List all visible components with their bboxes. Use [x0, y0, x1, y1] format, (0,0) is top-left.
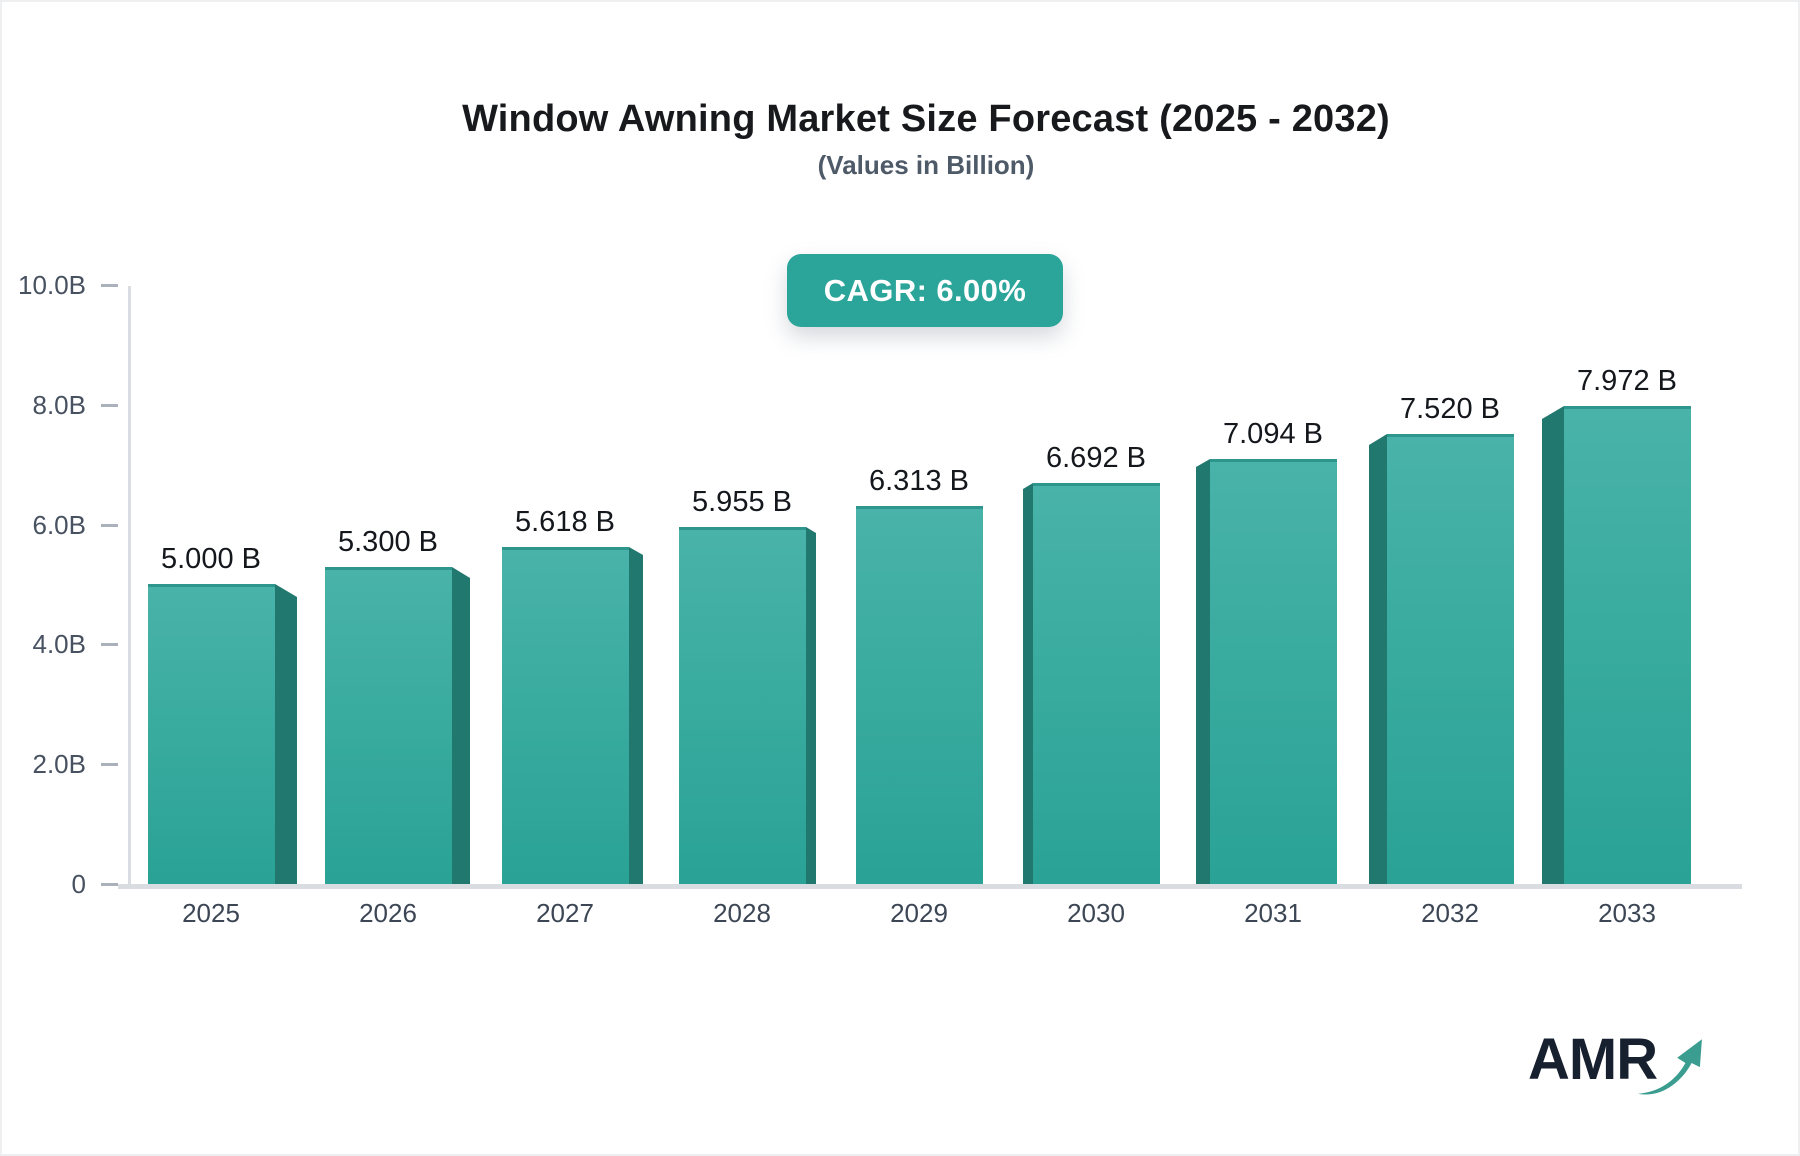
x-axis-label: 2025 — [182, 898, 240, 928]
bar-2033[interactable] — [1564, 406, 1691, 884]
bar-2029[interactable] — [856, 506, 983, 884]
bar-value-label: 5.618 B — [515, 506, 615, 538]
bar-value-label: 5.300 B — [338, 526, 438, 558]
bar-2028[interactable] — [679, 527, 806, 884]
bar-value-label: 5.000 B — [161, 543, 261, 575]
bar-2032[interactable] — [1387, 434, 1514, 884]
bar-3d-side — [1369, 434, 1387, 884]
y-tick-label: 8.0B — [32, 390, 87, 420]
bar-value-label: 7.094 B — [1223, 418, 1323, 450]
bar-2031[interactable] — [1210, 459, 1337, 884]
x-axis-label: 2028 — [713, 898, 771, 928]
bar-3d-side — [452, 567, 470, 884]
x-axis-label: 2026 — [359, 898, 417, 928]
amr-logo-text: AMR — [1528, 1027, 1658, 1092]
bar-3d-side — [806, 527, 816, 884]
bar-value-label: 6.313 B — [869, 465, 969, 497]
bar-2027[interactable] — [502, 547, 629, 884]
bar-3d-side — [629, 547, 643, 884]
bar-value-label: 5.955 B — [692, 486, 792, 518]
y-tick-mark — [101, 524, 118, 527]
growth-arrow-icon — [1638, 1039, 1702, 1095]
bar-2030[interactable] — [1033, 483, 1160, 884]
x-axis-label: 2027 — [536, 898, 594, 928]
bar-3d-side — [1542, 406, 1564, 884]
y-tick-mark — [101, 763, 118, 766]
x-axis-label: 2031 — [1244, 898, 1302, 928]
y-tick-mark — [101, 404, 118, 407]
bar-3d-side — [1023, 483, 1033, 884]
y-tick-mark — [101, 284, 118, 287]
y-tick-label: 0 — [71, 869, 86, 899]
y-tick-label: 10.0B — [18, 270, 86, 300]
cagr-badge: CAGR: 6.00% — [787, 254, 1063, 327]
x-axis-label: 2032 — [1421, 898, 1479, 928]
y-tick-label: 6.0B — [32, 510, 87, 540]
y-tick-mark — [101, 643, 118, 646]
x-axis-line — [118, 884, 1742, 889]
y-tick-mark — [101, 883, 118, 886]
bar-value-label: 6.692 B — [1046, 442, 1146, 474]
cagr-badge-label: CAGR: 6.00% — [823, 272, 1027, 308]
chart-subtitle: (Values in Billion) — [817, 150, 1035, 180]
amr-logo: AMR — [1528, 1028, 1708, 1114]
bar-value-label: 7.520 B — [1400, 393, 1500, 425]
x-axis-label: 2030 — [1067, 898, 1125, 928]
bar-value-label: 7.972 B — [1577, 365, 1677, 397]
chart-title: Window Awning Market Size Forecast (2025… — [462, 98, 1390, 140]
x-axis-label: 2029 — [890, 898, 948, 928]
y-tick-label: 2.0B — [32, 749, 87, 779]
bar-2026[interactable] — [325, 567, 452, 884]
y-tick-label: 4.0B — [32, 629, 87, 659]
bar-3d-side — [275, 584, 297, 884]
x-axis-label: 2033 — [1598, 898, 1656, 928]
bar-3d-side — [1196, 459, 1210, 884]
bar-2025[interactable] — [148, 584, 275, 884]
y-axis-line — [128, 286, 131, 888]
